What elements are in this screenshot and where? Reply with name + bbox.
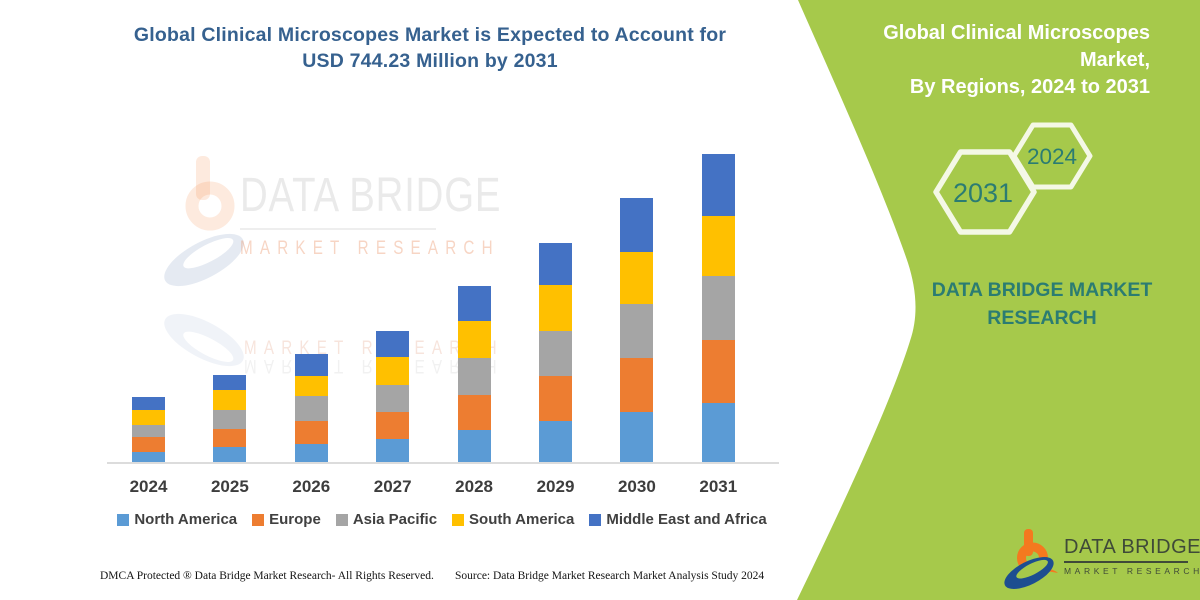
bar-segment-2026-europe — [294, 421, 328, 444]
bar-segment-2031-north-america — [701, 403, 735, 462]
footer-source: Source: Data Bridge Market Research Mark… — [455, 570, 765, 582]
company-logo: DATA BRIDGE MARKET RESEARCH — [1000, 527, 1200, 593]
panel-title-line2: By Regions, 2024 to 2031 — [909, 76, 1150, 98]
bar-segment-2024-asia-pacific — [132, 425, 165, 438]
legend-item-middle-east-and-africa: Middle East and Africa — [589, 511, 767, 528]
bar-segment-2028-europe — [457, 394, 491, 430]
legend-swatch — [117, 513, 130, 526]
x-axis-label-2029: 2029 — [536, 477, 575, 496]
panel-brand-line2: RESEARCH — [987, 307, 1097, 329]
bar-segment-2027-europe — [376, 411, 410, 440]
panel-title: Global Clinical Microscopes Market, By R… — [810, 20, 1150, 101]
bar-2024 — [132, 397, 165, 462]
bar-2027 — [376, 330, 410, 462]
footer-copyright: DMCA Protected ® Data Bridge Market Rese… — [100, 570, 434, 582]
legend-swatch — [589, 513, 602, 526]
bar-segment-2024-north-america — [132, 452, 165, 462]
bar-segment-2025-asia-pacific — [213, 410, 247, 429]
company-logo-name: DATA BRIDGE — [1064, 536, 1200, 558]
bar-segment-2028-asia-pacific — [457, 358, 491, 395]
bar-segment-2027-middle-east-and-africa — [376, 330, 410, 357]
company-logo-text: DATA BRIDGE MARKET RESEARCH — [1064, 536, 1200, 576]
bar-segment-2025-europe — [213, 428, 247, 448]
bar-2028 — [457, 286, 491, 462]
x-axis-label-2025: 2025 — [210, 477, 249, 496]
panel-title-line1: Global Clinical Microscopes Market, — [883, 22, 1150, 71]
bar-2025 — [213, 375, 247, 462]
bar-segment-2026-middle-east-and-africa — [294, 353, 328, 376]
x-axis-line — [107, 462, 779, 464]
bar-segment-2031-europe — [701, 339, 735, 404]
company-logo-sub: MARKET RESEARCH — [1064, 566, 1200, 576]
bar-segment-2030-south-america — [620, 252, 654, 304]
bar-segment-2030-europe — [620, 358, 654, 413]
panel-brand-line1: DATA BRIDGE MARKET — [931, 279, 1153, 301]
bar-segment-2029-south-america — [539, 284, 572, 332]
bar-2029 — [539, 243, 572, 462]
company-logo-icon — [1004, 529, 1058, 589]
panel-brand-text: DATA BRIDGE MARKET RESEARCH — [912, 276, 1172, 332]
bar-segment-2025-middle-east-and-africa — [213, 375, 247, 391]
legend-swatch — [252, 513, 265, 526]
bar-segment-2031-south-america — [701, 215, 735, 277]
bar-segment-2028-middle-east-and-africa — [457, 286, 491, 322]
bar-segment-2029-europe — [539, 376, 572, 421]
bar-segment-2027-south-america — [376, 356, 410, 385]
bar-segment-2029-north-america — [539, 420, 572, 462]
legend-label: South America — [469, 511, 575, 528]
x-axis-label-2026: 2026 — [292, 477, 331, 496]
side-panel-shape — [797, 0, 1200, 600]
chart-title-line2: USD 744.23 Million by 2031 — [302, 50, 558, 72]
chart-legend: North America Europe Asia Pacific South Ame… — [103, 511, 781, 528]
legend-swatch — [335, 513, 348, 526]
bar-segment-2025-north-america — [213, 447, 247, 462]
bar-segment-2029-middle-east-and-africa — [539, 243, 572, 285]
bar-segment-2031-asia-pacific — [701, 276, 735, 340]
bar-segment-2026-south-america — [294, 376, 328, 396]
bar-segment-2024-europe — [132, 437, 165, 453]
hexagon-2024-label: 2024 — [1027, 144, 1077, 169]
legend-swatch — [452, 513, 465, 526]
legend-label: Europe — [269, 511, 321, 528]
x-axis-label-2031: 2031 — [699, 477, 738, 496]
bar-2030 — [620, 198, 654, 462]
x-axis-label-2027: 2027 — [373, 477, 412, 496]
x-axis-label-2024: 2024 — [129, 477, 168, 496]
legend-item-europe: Europe — [252, 511, 321, 528]
bar-2026 — [294, 353, 328, 462]
bar-segment-2027-asia-pacific — [376, 384, 410, 412]
bar-segment-2024-middle-east-and-africa — [132, 397, 165, 411]
legend-item-south-america: South America — [452, 511, 574, 528]
company-logo-rule — [1064, 561, 1188, 563]
x-axis-label-2028: 2028 — [455, 477, 493, 496]
hexagon-2024 — [1011, 122, 1093, 190]
bar-segment-2025-south-america — [213, 390, 247, 411]
legend-item-north-america: North America — [117, 511, 237, 528]
x-axis-label-2030: 2030 — [617, 477, 656, 496]
bar-segment-2026-asia-pacific — [294, 396, 328, 422]
bar-segment-2026-north-america — [294, 443, 328, 462]
bar-segment-2028-north-america — [457, 429, 491, 462]
legend-item-asia-pacific: Asia Pacific — [335, 511, 438, 528]
bar-segment-2030-north-america — [620, 412, 654, 462]
legend-label: North America — [134, 511, 238, 528]
bar-segment-2031-middle-east-and-africa — [701, 153, 735, 216]
bar-segment-2027-north-america — [376, 439, 410, 462]
bar-segment-2028-south-america — [457, 321, 491, 359]
hexagon-2031-label: 2031 — [953, 178, 1013, 208]
legend-label: Asia Pacific — [352, 511, 438, 528]
chart-title-line1: Global Clinical Microscopes Market is Ex… — [133, 24, 727, 46]
hexagon-2031 — [933, 149, 1037, 235]
legend-label: Middle East and Africa — [606, 511, 767, 528]
chart-title: Global Clinical Microscopes Market is Ex… — [50, 22, 810, 74]
bar-segment-2030-middle-east-and-africa — [620, 198, 654, 253]
bar-segment-2024-south-america — [132, 410, 165, 426]
bar-segment-2030-asia-pacific — [620, 303, 654, 358]
bar-segment-2029-asia-pacific — [539, 331, 572, 377]
bar-2031 — [701, 153, 735, 462]
